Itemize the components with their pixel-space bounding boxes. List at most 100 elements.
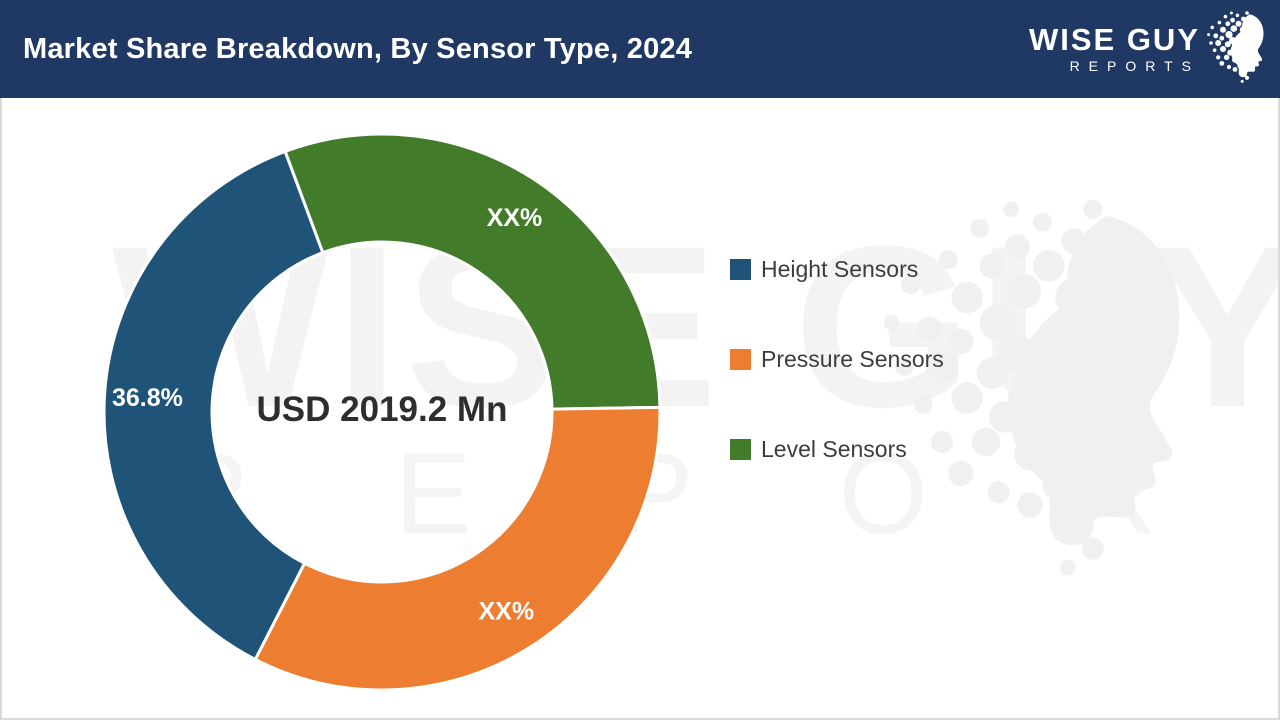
face-dot — [1081, 537, 1104, 560]
face-dot — [1219, 61, 1225, 66]
face-dot — [1215, 40, 1222, 46]
face-dot — [1061, 228, 1087, 254]
face-dot — [1241, 16, 1246, 22]
face-dot — [1217, 20, 1222, 25]
face-dot — [951, 281, 983, 314]
face-dot — [976, 357, 1008, 389]
face-dot — [1236, 51, 1244, 59]
legend-swatch-level-sensors — [730, 438, 751, 460]
face-silhouette — [1231, 14, 1264, 78]
face-dot — [1245, 20, 1252, 27]
face-dot — [979, 253, 1005, 279]
face-dot — [1212, 48, 1217, 52]
logo-subtitle: REPORTS — [1069, 58, 1200, 74]
legend-label: Pressure Sensors — [761, 346, 944, 372]
face-dot — [948, 460, 974, 486]
face-dot — [1241, 60, 1248, 67]
face-dot — [1213, 33, 1219, 39]
face-dot — [1230, 46, 1237, 52]
face-dot — [1014, 438, 1046, 471]
legend-item-height-sensors: Height Sensors — [730, 257, 944, 281]
face-dot — [1004, 234, 1030, 260]
face-dot — [1223, 54, 1230, 61]
legend-label: Height Sensors — [761, 256, 919, 282]
face-dot — [931, 431, 953, 453]
face-silhouette — [1010, 215, 1180, 546]
face-dot — [1229, 11, 1233, 15]
segment-label-height-sensors: 36.8% — [112, 384, 183, 412]
face-dot — [1008, 382, 1040, 414]
face-dot — [1006, 273, 1041, 309]
face-dot — [1237, 63, 1243, 69]
face-dot — [1225, 21, 1231, 27]
face-dot — [926, 350, 958, 383]
face-dot — [1059, 559, 1076, 576]
face-dot — [1244, 75, 1250, 80]
page-title: Market Share Breakdown, By Sensor Type, … — [23, 32, 693, 65]
face-dot — [1209, 41, 1213, 45]
face-dot — [1232, 67, 1238, 72]
legend-swatch-pressure-sensors — [730, 348, 751, 370]
face-dot — [971, 427, 1001, 457]
face-dot — [1210, 25, 1214, 30]
face-dot — [987, 481, 1010, 504]
face-dot — [1083, 200, 1103, 219]
legend-swatch-height-sensors — [730, 258, 751, 280]
face-dot — [970, 218, 990, 238]
donut-chart: XX% XX% 36.8% — [102, 132, 662, 692]
legend-label: Level Sensors — [761, 436, 907, 462]
face-dot — [1066, 459, 1095, 488]
logo-text: WISE GUY REPORTS — [1029, 24, 1200, 74]
face-dot — [1033, 212, 1052, 232]
watermark-face-icon — [883, 200, 1180, 576]
face-dot — [1224, 41, 1231, 48]
face-dot — [1207, 33, 1211, 37]
donut-segment-level-sensors — [283, 132, 662, 411]
face-dot — [883, 314, 900, 331]
chart-canvas: WISE GUY REPORTS XX%XX%36.8% USD 2019.2 … — [0, 98, 1280, 720]
face-dot — [1240, 79, 1244, 83]
face-dot — [1235, 20, 1242, 27]
face-dot — [1230, 25, 1238, 32]
face-dot — [1037, 412, 1073, 447]
segment-label-level-sensors: XX% — [487, 204, 543, 232]
face-dot — [1235, 13, 1240, 18]
face-dot — [1017, 492, 1043, 518]
face-dot — [1003, 201, 1019, 218]
face-dot — [1226, 64, 1232, 70]
brand-logo: WISE GUY REPORTS — [1029, 7, 1280, 91]
face-dot — [913, 394, 933, 414]
logo-wordmark: WISE GUY — [1028, 22, 1200, 57]
legend-item-level-sensors: Level Sensors — [730, 437, 944, 461]
legend-item-pressure-sensors: Pressure Sensors — [730, 347, 944, 371]
face-dot — [1230, 17, 1235, 23]
face-dot — [1232, 56, 1238, 63]
donut-segment-pressure-sensors — [253, 405, 662, 692]
face-dot — [1245, 11, 1249, 15]
face-dot — [998, 335, 1037, 373]
header: Market Share Breakdown, By Sensor Type, … — [0, 0, 1280, 98]
face-dot — [1223, 14, 1228, 19]
face-dot — [979, 303, 1018, 342]
face-dot — [938, 250, 958, 270]
face-dot — [1220, 46, 1226, 52]
face-dot — [1219, 35, 1225, 41]
legend: Height Sensors Pressure Sensors Level Se… — [730, 257, 944, 461]
face-dot — [1220, 26, 1226, 33]
donut-center-value: USD 2019.2 Mn — [256, 390, 508, 429]
face-dot — [1239, 26, 1247, 34]
face-dot — [1239, 72, 1243, 76]
segment-label-pressure-sensors: XX% — [479, 598, 535, 626]
face-dot — [951, 382, 983, 414]
face-dot — [1225, 31, 1233, 39]
face-dot — [916, 316, 942, 342]
face-dot — [1216, 55, 1221, 60]
face-dot — [1033, 250, 1065, 282]
logo-face-icon — [1207, 11, 1264, 83]
face-dot — [1229, 37, 1237, 45]
donut-segment-height-sensors — [102, 149, 325, 661]
face-dot — [901, 275, 920, 295]
face-dot — [1052, 520, 1071, 540]
face-dot — [1083, 250, 1115, 282]
face-dot — [1042, 473, 1068, 499]
